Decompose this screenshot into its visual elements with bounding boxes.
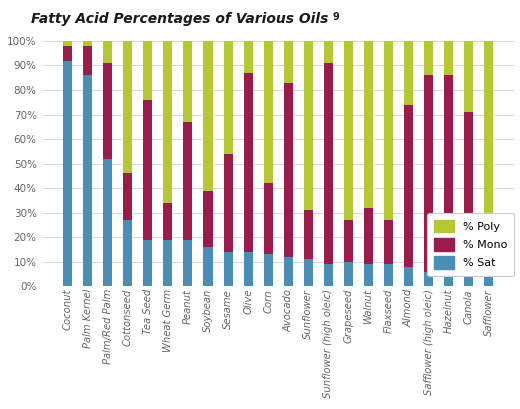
Bar — [444, 269, 453, 286]
Bar — [304, 259, 313, 286]
Bar — [163, 41, 173, 203]
Bar — [103, 41, 112, 63]
Bar — [364, 41, 373, 208]
Bar — [83, 46, 92, 75]
Bar — [304, 41, 313, 210]
Bar — [123, 220, 132, 286]
Bar — [203, 247, 213, 286]
Bar — [163, 240, 173, 286]
Bar — [224, 252, 232, 286]
Legend: % Poly, % Mono, % Sat: % Poly, % Mono, % Sat — [427, 213, 514, 276]
Bar — [83, 75, 92, 286]
Bar — [324, 264, 333, 286]
Bar — [324, 41, 333, 63]
Bar — [444, 75, 453, 269]
Bar — [344, 41, 353, 220]
Text: 9: 9 — [333, 12, 340, 22]
Bar — [484, 41, 493, 237]
Bar — [203, 41, 213, 191]
Bar — [464, 269, 473, 286]
Bar — [63, 46, 72, 61]
Bar — [344, 262, 353, 286]
Bar — [284, 83, 293, 257]
Bar — [344, 220, 353, 262]
Bar — [63, 41, 72, 46]
Bar — [484, 237, 493, 272]
Bar — [264, 183, 272, 254]
Bar — [144, 240, 152, 286]
Bar — [243, 73, 253, 252]
Bar — [424, 75, 433, 272]
Bar — [203, 191, 213, 247]
Bar — [404, 41, 413, 105]
Bar — [464, 41, 473, 112]
Bar — [384, 41, 393, 220]
Bar — [364, 264, 373, 286]
Bar — [243, 41, 253, 73]
Bar — [384, 264, 393, 286]
Bar — [184, 122, 192, 240]
Bar — [444, 41, 453, 75]
Bar — [243, 252, 253, 286]
Bar — [63, 61, 72, 286]
Bar — [404, 267, 413, 286]
Bar — [384, 220, 393, 264]
Bar — [123, 41, 132, 173]
Bar — [83, 41, 92, 46]
Bar — [284, 41, 293, 83]
Bar — [264, 41, 272, 183]
Bar — [484, 272, 493, 286]
Bar — [224, 41, 232, 154]
Bar — [184, 41, 192, 122]
Bar — [404, 105, 413, 267]
Bar — [163, 203, 173, 240]
Bar — [264, 254, 272, 286]
Bar — [464, 112, 473, 269]
Bar — [103, 63, 112, 159]
Bar — [424, 41, 433, 75]
Bar — [304, 210, 313, 259]
Bar — [224, 154, 232, 252]
Text: Fatty Acid Percentages of Various Oils: Fatty Acid Percentages of Various Oils — [31, 12, 329, 26]
Bar — [103, 159, 112, 286]
Bar — [123, 173, 132, 220]
Bar — [144, 100, 152, 240]
Bar — [284, 257, 293, 286]
Bar — [364, 208, 373, 264]
Bar — [184, 240, 192, 286]
Bar — [144, 41, 152, 100]
Bar — [424, 272, 433, 286]
Bar — [324, 63, 333, 264]
